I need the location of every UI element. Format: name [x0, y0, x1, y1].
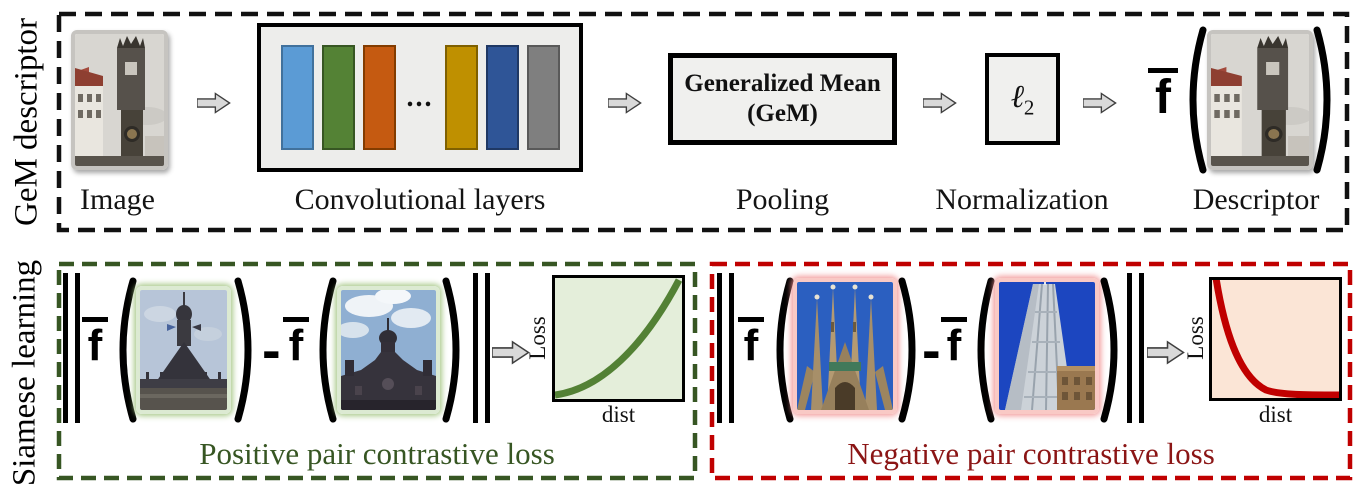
f-bar-symbol: f [82, 317, 108, 370]
pooling-box-line2: (GeM) [747, 100, 818, 127]
f-bar-symbol: f [941, 317, 967, 370]
positive-pair-caption: Positive pair contrastive loss [199, 436, 555, 471]
conv-layers-box: ... [257, 23, 583, 172]
f-glyph: f [743, 321, 759, 370]
negative-loss-plot [1209, 277, 1342, 401]
loss-axis-label: Loss [1183, 316, 1208, 360]
overbar [941, 317, 967, 322]
f-glyph: f [946, 321, 962, 370]
open-paren-icon [776, 277, 794, 423]
flow-arrow-icon [1147, 340, 1185, 365]
overbar [738, 317, 764, 322]
arrow-shape [608, 92, 642, 114]
flow-arrow-icon [923, 92, 957, 114]
close-paren-icon [1100, 277, 1118, 423]
flow-arrow-icon [492, 340, 530, 365]
arrow-shape [492, 340, 530, 365]
positive-pair-photo-b [337, 286, 440, 414]
ell-subscript: 2 [1023, 95, 1035, 120]
f-glyph: f [87, 321, 103, 370]
descriptor-image-photo [1207, 30, 1313, 170]
conv-layer-bar [280, 45, 314, 150]
minus-operator: - [922, 318, 941, 381]
arrow-shape [1147, 340, 1185, 365]
f-bar-symbol: f [283, 317, 309, 370]
negative-pair-photo-b [995, 278, 1099, 414]
conv-layer-bar [362, 45, 396, 150]
norm-double-bar [473, 273, 490, 423]
overbar [1148, 68, 1178, 73]
siamese-side-label: Siamese learning [6, 259, 43, 487]
f-bar-symbol: f [1148, 68, 1178, 124]
pooling-label: Pooling [735, 183, 830, 216]
open-paren-icon [1189, 26, 1207, 174]
negative-pair-caption: Negative pair contrastive loss [847, 436, 1215, 471]
minus-operator: - [262, 318, 281, 381]
arrow-shape [923, 92, 957, 114]
image-label: Image [80, 183, 155, 216]
open-paren-icon [319, 277, 337, 423]
conv-layer-bar [444, 45, 478, 150]
flow-arrow-icon [608, 92, 642, 114]
open-paren-icon [977, 277, 995, 423]
negative-loss-curve [1212, 280, 1339, 398]
conv-layers-label: Convolutional layers [294, 183, 546, 216]
arrow-shape [197, 92, 231, 114]
norm-double-bar [63, 273, 80, 423]
query-image-photo [71, 30, 168, 170]
positive-loss-curve [555, 278, 682, 399]
negative-pair-photo-a [793, 278, 897, 414]
close-paren-icon [1313, 26, 1331, 174]
l2-symbol: ℓ2 [1011, 78, 1035, 120]
overbar [82, 317, 108, 322]
f-glyph: f [288, 321, 304, 370]
loss-axis-label: Loss [525, 316, 550, 360]
conv-layer-bar [321, 45, 355, 150]
ell-glyph: ℓ [1010, 77, 1024, 114]
gem-side-label: GeM descriptor [8, 17, 45, 227]
arrow-shape [1083, 92, 1117, 114]
conv-layer-bar [485, 45, 519, 150]
dist-axis-label: dist [1258, 402, 1293, 427]
close-paren-icon [442, 277, 460, 423]
flow-arrow-icon [1083, 92, 1117, 114]
l2-norm-box: ℓ2 [985, 53, 1060, 145]
pooling-box-line1: Generalized Mean [684, 70, 881, 97]
positive-loss-plot [552, 275, 685, 402]
conv-ellipsis: ... [406, 81, 434, 113]
gem-pooling-box: Generalized Mean (GeM) [668, 53, 897, 145]
conv-layer-bar [526, 45, 560, 150]
norm-double-bar [1127, 273, 1144, 423]
close-paren-icon [898, 277, 916, 423]
norm-double-bar [717, 273, 734, 423]
overbar [283, 317, 309, 322]
normalization-label: Normalization [935, 183, 1109, 216]
conv-layers-bars: ... [280, 45, 560, 150]
flow-arrow-icon [197, 92, 231, 114]
close-paren-icon [234, 277, 252, 423]
f-glyph: f [1155, 71, 1171, 124]
open-paren-icon [119, 277, 137, 423]
descriptor-label: Descriptor [1192, 183, 1320, 216]
dist-axis-label: dist [601, 402, 636, 427]
positive-pair-photo-a [136, 286, 231, 414]
f-bar-symbol: f [738, 317, 764, 370]
